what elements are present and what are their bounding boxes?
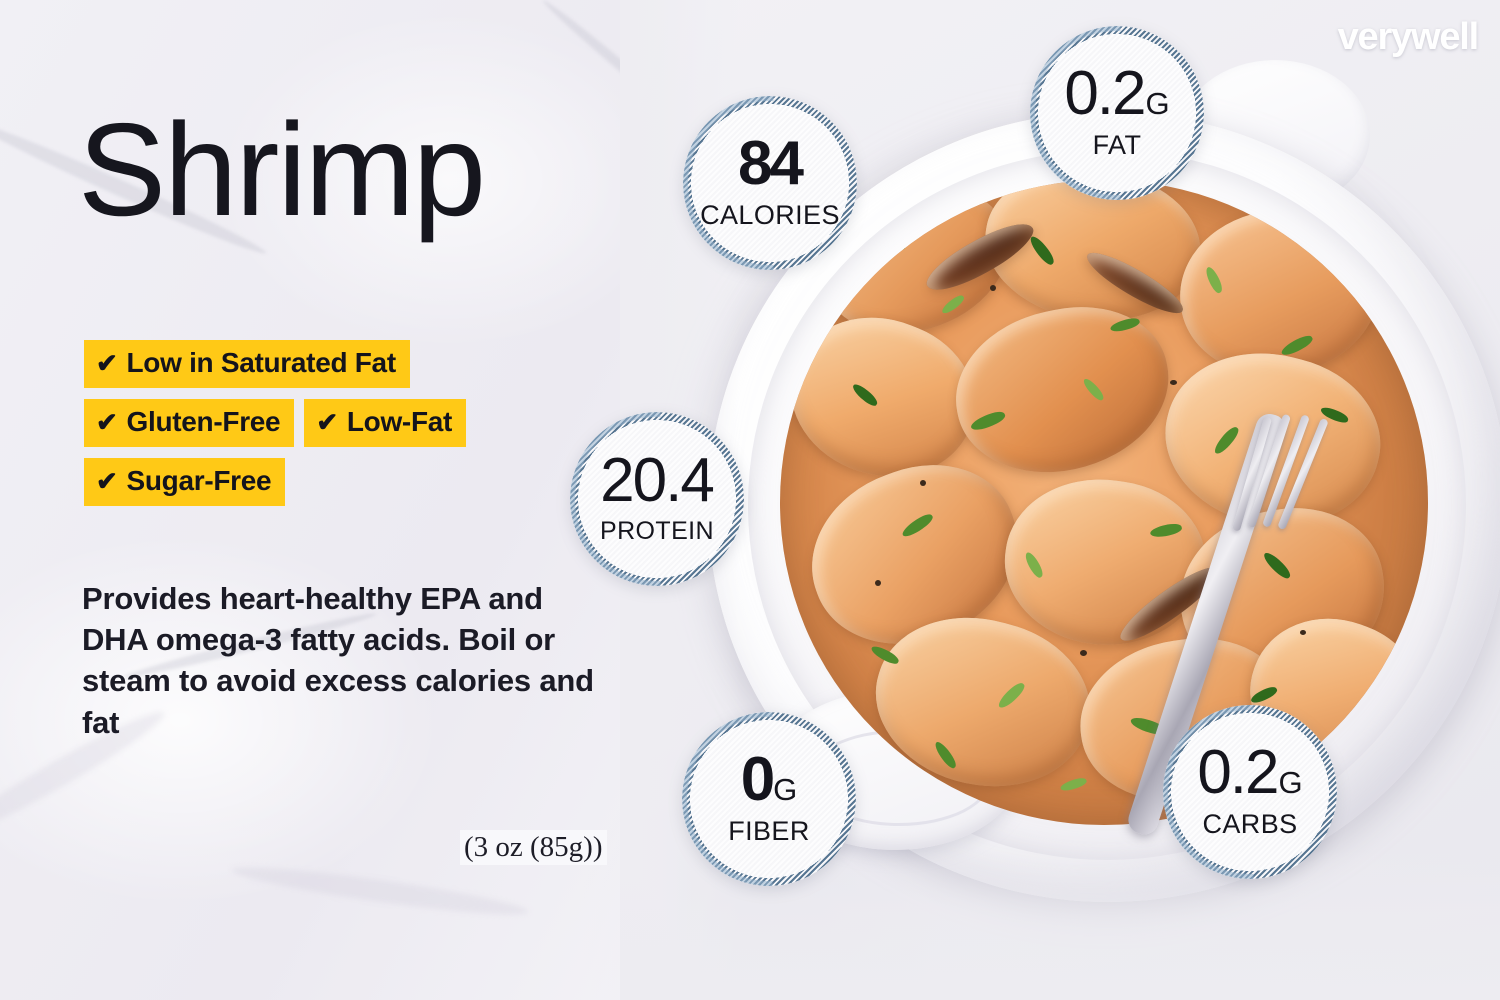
tag-label: Low-Fat [346, 406, 453, 437]
tag-sugar-free: ✔ Sugar-Free [84, 458, 286, 506]
tag-label: Low in Saturated Fat [126, 347, 397, 378]
verywell-logo[interactable]: verywell [1337, 16, 1480, 58]
shrimp-pile [780, 180, 1428, 825]
page-title: Shrimp [78, 96, 486, 243]
nutrition-badge-calories: 84 CALORIES [683, 96, 857, 270]
nutrition-value: 20.4 [600, 445, 715, 515]
nutrition-label: CARBS [1202, 809, 1298, 840]
nutrition-unit: G [1278, 764, 1303, 800]
nutrition-value: 84 [738, 128, 804, 198]
check-icon: ✔ [96, 466, 118, 496]
nutrition-badge-fat: 0.2 G FAT [1030, 26, 1204, 200]
nutrition-number: 0 [740, 744, 776, 814]
nutrition-number: 20.4 [600, 445, 715, 515]
nutrition-badge-fiber: 0 G FIBER [682, 712, 856, 886]
tag-low-in-saturated-fat: ✔ Low in Saturated Fat [84, 340, 410, 388]
nutrition-unit: G [1145, 85, 1170, 121]
description-text: Provides heart-healthy EPA and DHA omega… [82, 581, 594, 740]
tag-gluten-free: ✔ Gluten-Free [84, 399, 295, 447]
nutrition-badge-carbs: 0.2 G CARBS [1163, 705, 1337, 879]
serving-size-note: (3 oz (85g)) [460, 830, 607, 865]
food-photo [620, 0, 1500, 1000]
nutrition-label: PROTEIN [600, 517, 714, 546]
nutrition-value: 0.2 G [1064, 58, 1170, 128]
nutrition-label: CALORIES [700, 200, 840, 231]
tag-low-fat: ✔ Low-Fat [304, 399, 467, 447]
nutrition-label: FIBER [728, 816, 810, 847]
nutrition-number: 0.2 [1197, 737, 1279, 807]
tag-row: ✔ Sugar-Free [84, 458, 604, 506]
nutrition-label: FAT [1092, 130, 1142, 161]
nutrition-number: 84 [738, 128, 804, 198]
nutrition-value: 0.2 G [1197, 737, 1303, 807]
tag-row: ✔ Low in Saturated Fat [84, 340, 604, 388]
tag-label: Gluten-Free [126, 406, 281, 437]
tag-row: ✔ Gluten-Free ✔ Low-Fat [84, 399, 604, 447]
check-icon: ✔ [96, 348, 118, 378]
nutrition-unit: G [773, 771, 798, 807]
check-icon: ✔ [316, 407, 338, 437]
nutrition-number: 0.2 [1064, 58, 1146, 128]
check-icon: ✔ [96, 407, 118, 437]
nutrition-value: 0 G [740, 744, 798, 814]
nutrition-badge-protein: 20.4 PROTEIN [570, 412, 744, 586]
tag-label: Sugar-Free [126, 465, 272, 496]
attribute-tag-list: ✔ Low in Saturated Fat ✔ Gluten-Free ✔ L… [84, 340, 604, 517]
